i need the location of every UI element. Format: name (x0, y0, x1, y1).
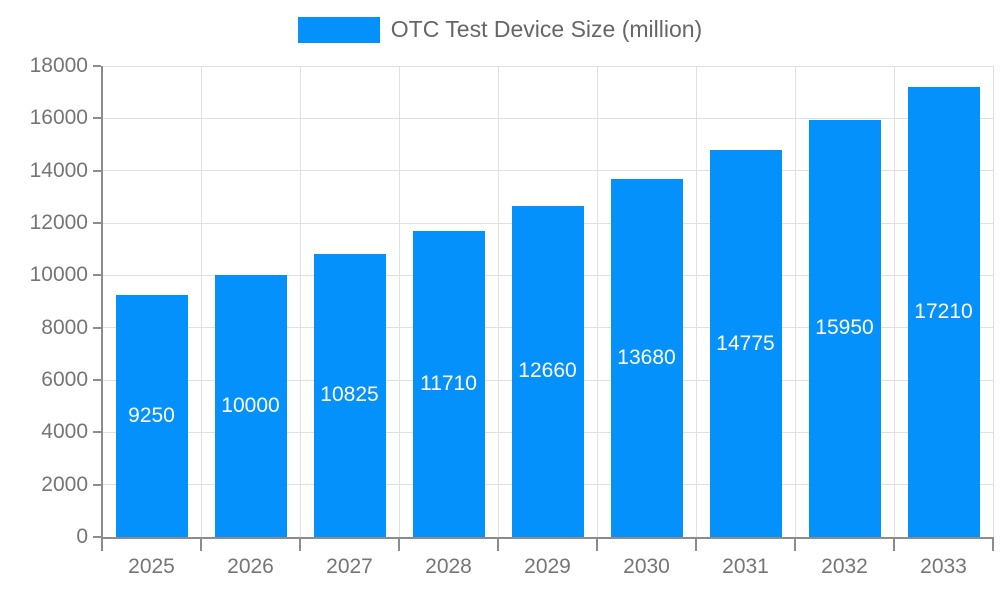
bar-2033: 17210 (907, 86, 980, 537)
bar-value-label: 15950 (815, 316, 874, 340)
bar-value-label: 10000 (221, 394, 280, 418)
x-axis-tick (398, 539, 400, 551)
x-axis-tick (101, 539, 103, 551)
y-axis-tick-label: 4000 (41, 420, 88, 444)
x-axis-tick (893, 539, 895, 551)
bar-2031: 14775 (709, 150, 782, 537)
v-gridline (497, 66, 499, 537)
bar-2029: 12660 (511, 205, 584, 537)
x-axis-tick-label: 2032 (821, 555, 868, 578)
x-axis-tick-label: 2028 (425, 555, 472, 578)
x-axis-tick (200, 539, 202, 551)
bar-2026: 10000 (214, 275, 287, 537)
x-axis-tick (695, 539, 697, 551)
bar-value-label: 11710 (420, 371, 477, 395)
v-gridline (893, 66, 895, 537)
y-axis-tick (93, 274, 101, 277)
v-gridline (596, 66, 598, 537)
x-axis-tick (992, 539, 994, 551)
h-gridline (102, 170, 993, 172)
x-axis-tick-label: 2027 (326, 555, 373, 578)
x-axis-tick-label: 2026 (227, 555, 274, 578)
bar-value-label: 9250 (128, 403, 175, 427)
y-axis-tick (93, 326, 101, 329)
x-axis-tick-label: 2033 (920, 555, 967, 578)
bar-2025: 9250 (115, 294, 188, 537)
v-gridline (794, 66, 796, 537)
bar-2032: 15950 (808, 119, 881, 537)
bar-2027: 10825 (313, 253, 386, 537)
y-axis-tick (93, 222, 101, 224)
x-axis-line (101, 537, 994, 539)
y-axis-tick (93, 431, 101, 434)
x-axis-tick (596, 539, 598, 551)
legend-swatch (297, 16, 380, 43)
bar-value-label: 17210 (914, 299, 973, 323)
bar-2030: 13680 (610, 179, 683, 537)
x-axis-tick-label: 2029 (524, 555, 571, 578)
y-axis-tick-label: 16000 (29, 106, 88, 130)
y-axis-tick (93, 169, 101, 172)
y-axis-tick (93, 117, 101, 120)
y-axis-tick-label: 2000 (41, 472, 88, 496)
y-axis-tick-label: 10000 (29, 263, 88, 287)
h-gridline (102, 65, 993, 67)
v-gridline (299, 66, 301, 537)
x-axis-tick (497, 539, 499, 551)
bar-2028: 11710 (412, 230, 485, 537)
y-axis-tick (93, 379, 101, 381)
x-axis-tick (299, 539, 301, 551)
x-axis-tick-label: 2030 (623, 555, 670, 578)
y-axis-tick-label: 14000 (29, 158, 88, 182)
x-axis-tick-label: 2031 (722, 555, 769, 578)
legend-label: OTC Test Device Size (million) (390, 16, 703, 42)
y-axis-tick (93, 536, 101, 538)
v-gridline (200, 66, 202, 537)
y-axis-line (101, 66, 103, 539)
y-axis-tick-label: 12000 (29, 211, 88, 234)
y-axis-tick-label: 18000 (29, 54, 88, 77)
y-axis-tick-label: 8000 (41, 315, 88, 339)
y-axis-tick (93, 483, 101, 486)
x-axis-tick-label: 2025 (128, 555, 175, 578)
bar-value-label: 10825 (320, 383, 379, 407)
y-axis-tick-label: 0 (76, 525, 88, 548)
y-axis-tick-label: 6000 (41, 368, 88, 391)
v-gridline (695, 66, 697, 537)
h-gridline (102, 117, 993, 119)
bar-value-label: 12660 (518, 359, 577, 383)
x-axis-tick (794, 539, 796, 551)
y-axis-tick (93, 65, 101, 67)
v-gridline (398, 66, 400, 537)
chart-legend[interactable]: OTC Test Device Size (million) (0, 16, 1000, 43)
bar-value-label: 13680 (617, 346, 676, 369)
v-gridline (992, 66, 994, 537)
bar-value-label: 14775 (716, 331, 775, 355)
